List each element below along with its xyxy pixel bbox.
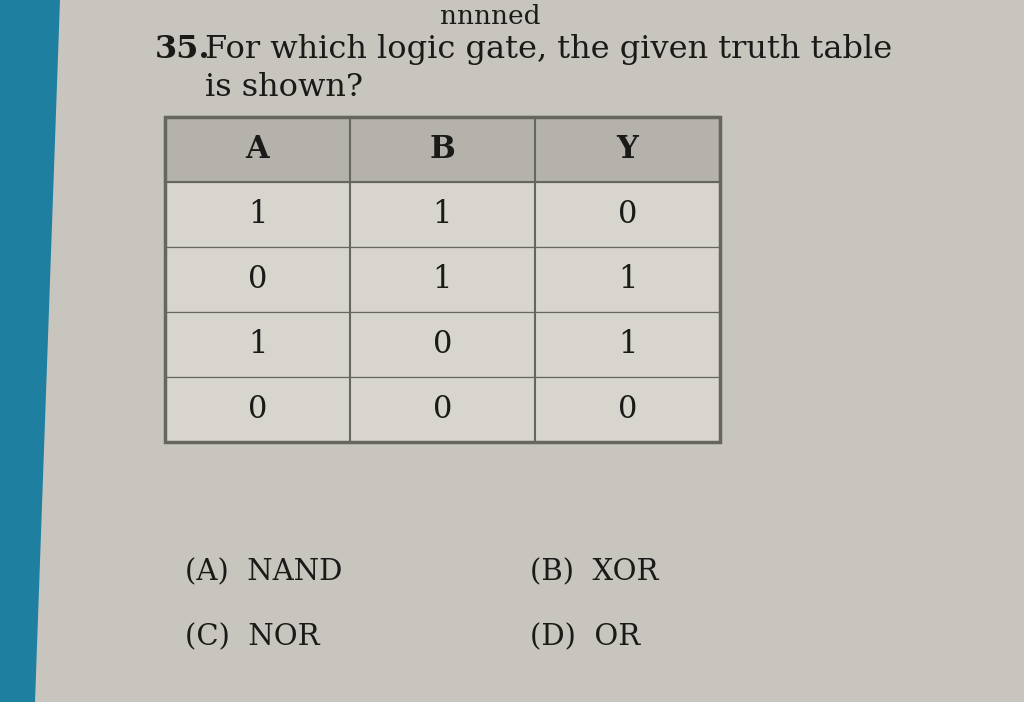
Bar [165, 117, 720, 442]
Text: 1: 1 [433, 264, 453, 295]
Text: 1: 1 [248, 199, 267, 230]
Text: (B)  XOR: (B) XOR [530, 558, 658, 586]
Text: For which logic gate, the given truth table: For which logic gate, the given truth ta… [205, 34, 892, 65]
Text: 0: 0 [617, 394, 637, 425]
Bar [165, 247, 720, 312]
Text: 1: 1 [248, 329, 267, 360]
Text: (D)  OR: (D) OR [530, 623, 640, 651]
Text: 0: 0 [248, 264, 267, 295]
Text: nnnned: nnnned [439, 4, 541, 29]
Bar [165, 117, 720, 182]
Bar [165, 312, 720, 377]
Text: 0: 0 [433, 329, 453, 360]
Text: 1: 1 [617, 329, 637, 360]
Text: 1: 1 [433, 199, 453, 230]
Text: A: A [246, 134, 269, 165]
Polygon shape [0, 0, 60, 702]
Text: 1: 1 [617, 264, 637, 295]
Text: 0: 0 [248, 394, 267, 425]
Bar [165, 377, 720, 442]
Bar [165, 182, 720, 247]
Text: Y: Y [616, 134, 638, 165]
Text: B: B [430, 134, 456, 165]
Text: 0: 0 [617, 199, 637, 230]
Text: (A)  NAND: (A) NAND [185, 558, 342, 586]
Text: 35.: 35. [155, 34, 211, 65]
Text: 0: 0 [433, 394, 453, 425]
Text: (C)  NOR: (C) NOR [185, 623, 319, 651]
Text: is shown?: is shown? [205, 72, 362, 103]
